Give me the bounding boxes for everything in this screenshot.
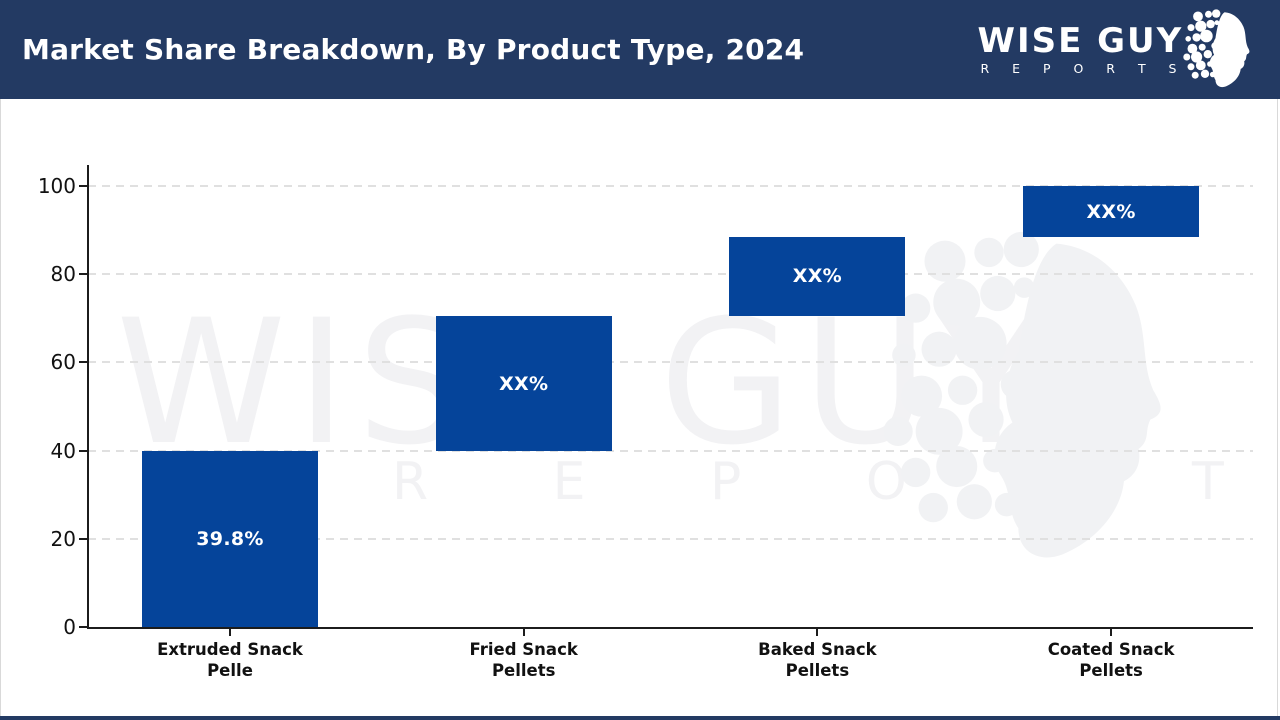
bar-value-label-2: XX%	[792, 265, 843, 288]
bar-value-label-1: XX%	[499, 372, 549, 395]
category-label-line: Baked Snack	[758, 640, 877, 659]
category-label-3: Coated Snack Pellets	[1001, 639, 1221, 681]
gridline-60	[88, 361, 1253, 364]
category-label-1: Fried Snack Pellets	[414, 639, 634, 681]
x-axis-line	[87, 627, 1253, 629]
gridline-40	[88, 449, 1253, 452]
y-tick-label-0: 0	[63, 615, 76, 639]
category-label-line: Pellets	[785, 661, 850, 680]
bar-value-label-3: XX%	[1086, 200, 1136, 223]
y-axis-line	[87, 165, 89, 629]
x-tick-0	[229, 629, 231, 636]
left-edge-line	[0, 99, 1, 716]
header-bar: Market Share Breakdown, By Product Type,…	[0, 0, 1280, 99]
x-tick-2	[816, 629, 819, 636]
gridline-20	[88, 537, 1253, 540]
category-label-line: Extruded Snack	[157, 640, 303, 659]
y-tick-0	[79, 626, 88, 628]
y-tick-label-100: 100	[37, 174, 76, 198]
y-tick-label-80: 80	[50, 262, 76, 287]
category-label-line: Fried Snack	[469, 640, 578, 659]
y-tick-100	[79, 185, 88, 187]
right-edge-line	[1277, 99, 1278, 716]
gridline-80	[88, 273, 1253, 276]
category-label-line: Pelle	[207, 661, 253, 680]
wise-guy-logo: WISE GUY R E P O R T S	[977, 8, 1256, 92]
y-tick-40	[79, 449, 88, 452]
footer-bar	[0, 716, 1280, 720]
logo-wordmark: WISE GUY	[977, 20, 1184, 61]
x-tick-3	[1110, 629, 1113, 636]
logo-text: WISE GUY R E P O R T S	[977, 24, 1186, 76]
bar-segment-0: 39.8%	[142, 451, 318, 627]
watermark-head-icon	[883, 231, 1161, 558]
y-tick-label-40: 40	[50, 438, 76, 463]
y-tick-60	[79, 361, 88, 364]
category-label-0: Extruded Snack Pelle	[120, 639, 340, 681]
x-tick-1	[522, 629, 525, 636]
bar-value-label-0: 39.8%	[196, 528, 264, 551]
bar-segment-1: XX%	[435, 315, 612, 452]
y-tick-80	[79, 273, 88, 276]
gridline-100	[88, 185, 1253, 187]
bar-segment-3: XX%	[1023, 186, 1200, 238]
category-label-2: Baked Snack Pellets	[707, 639, 927, 681]
bar-segment-2: XX%	[729, 237, 906, 316]
logo-head-icon	[1183, 8, 1250, 87]
y-tick-label-60: 60	[50, 350, 76, 375]
y-tick-20	[79, 537, 88, 540]
page-title: Market Share Breakdown, By Product Type,…	[22, 33, 805, 66]
category-label-line: Pellets	[1079, 661, 1143, 680]
category-label-line: Coated Snack	[1047, 640, 1175, 659]
category-label-line: Pellets	[491, 661, 556, 680]
logo-subtitle: R E P O R T S	[980, 60, 1186, 76]
y-tick-label-20: 20	[50, 526, 76, 551]
